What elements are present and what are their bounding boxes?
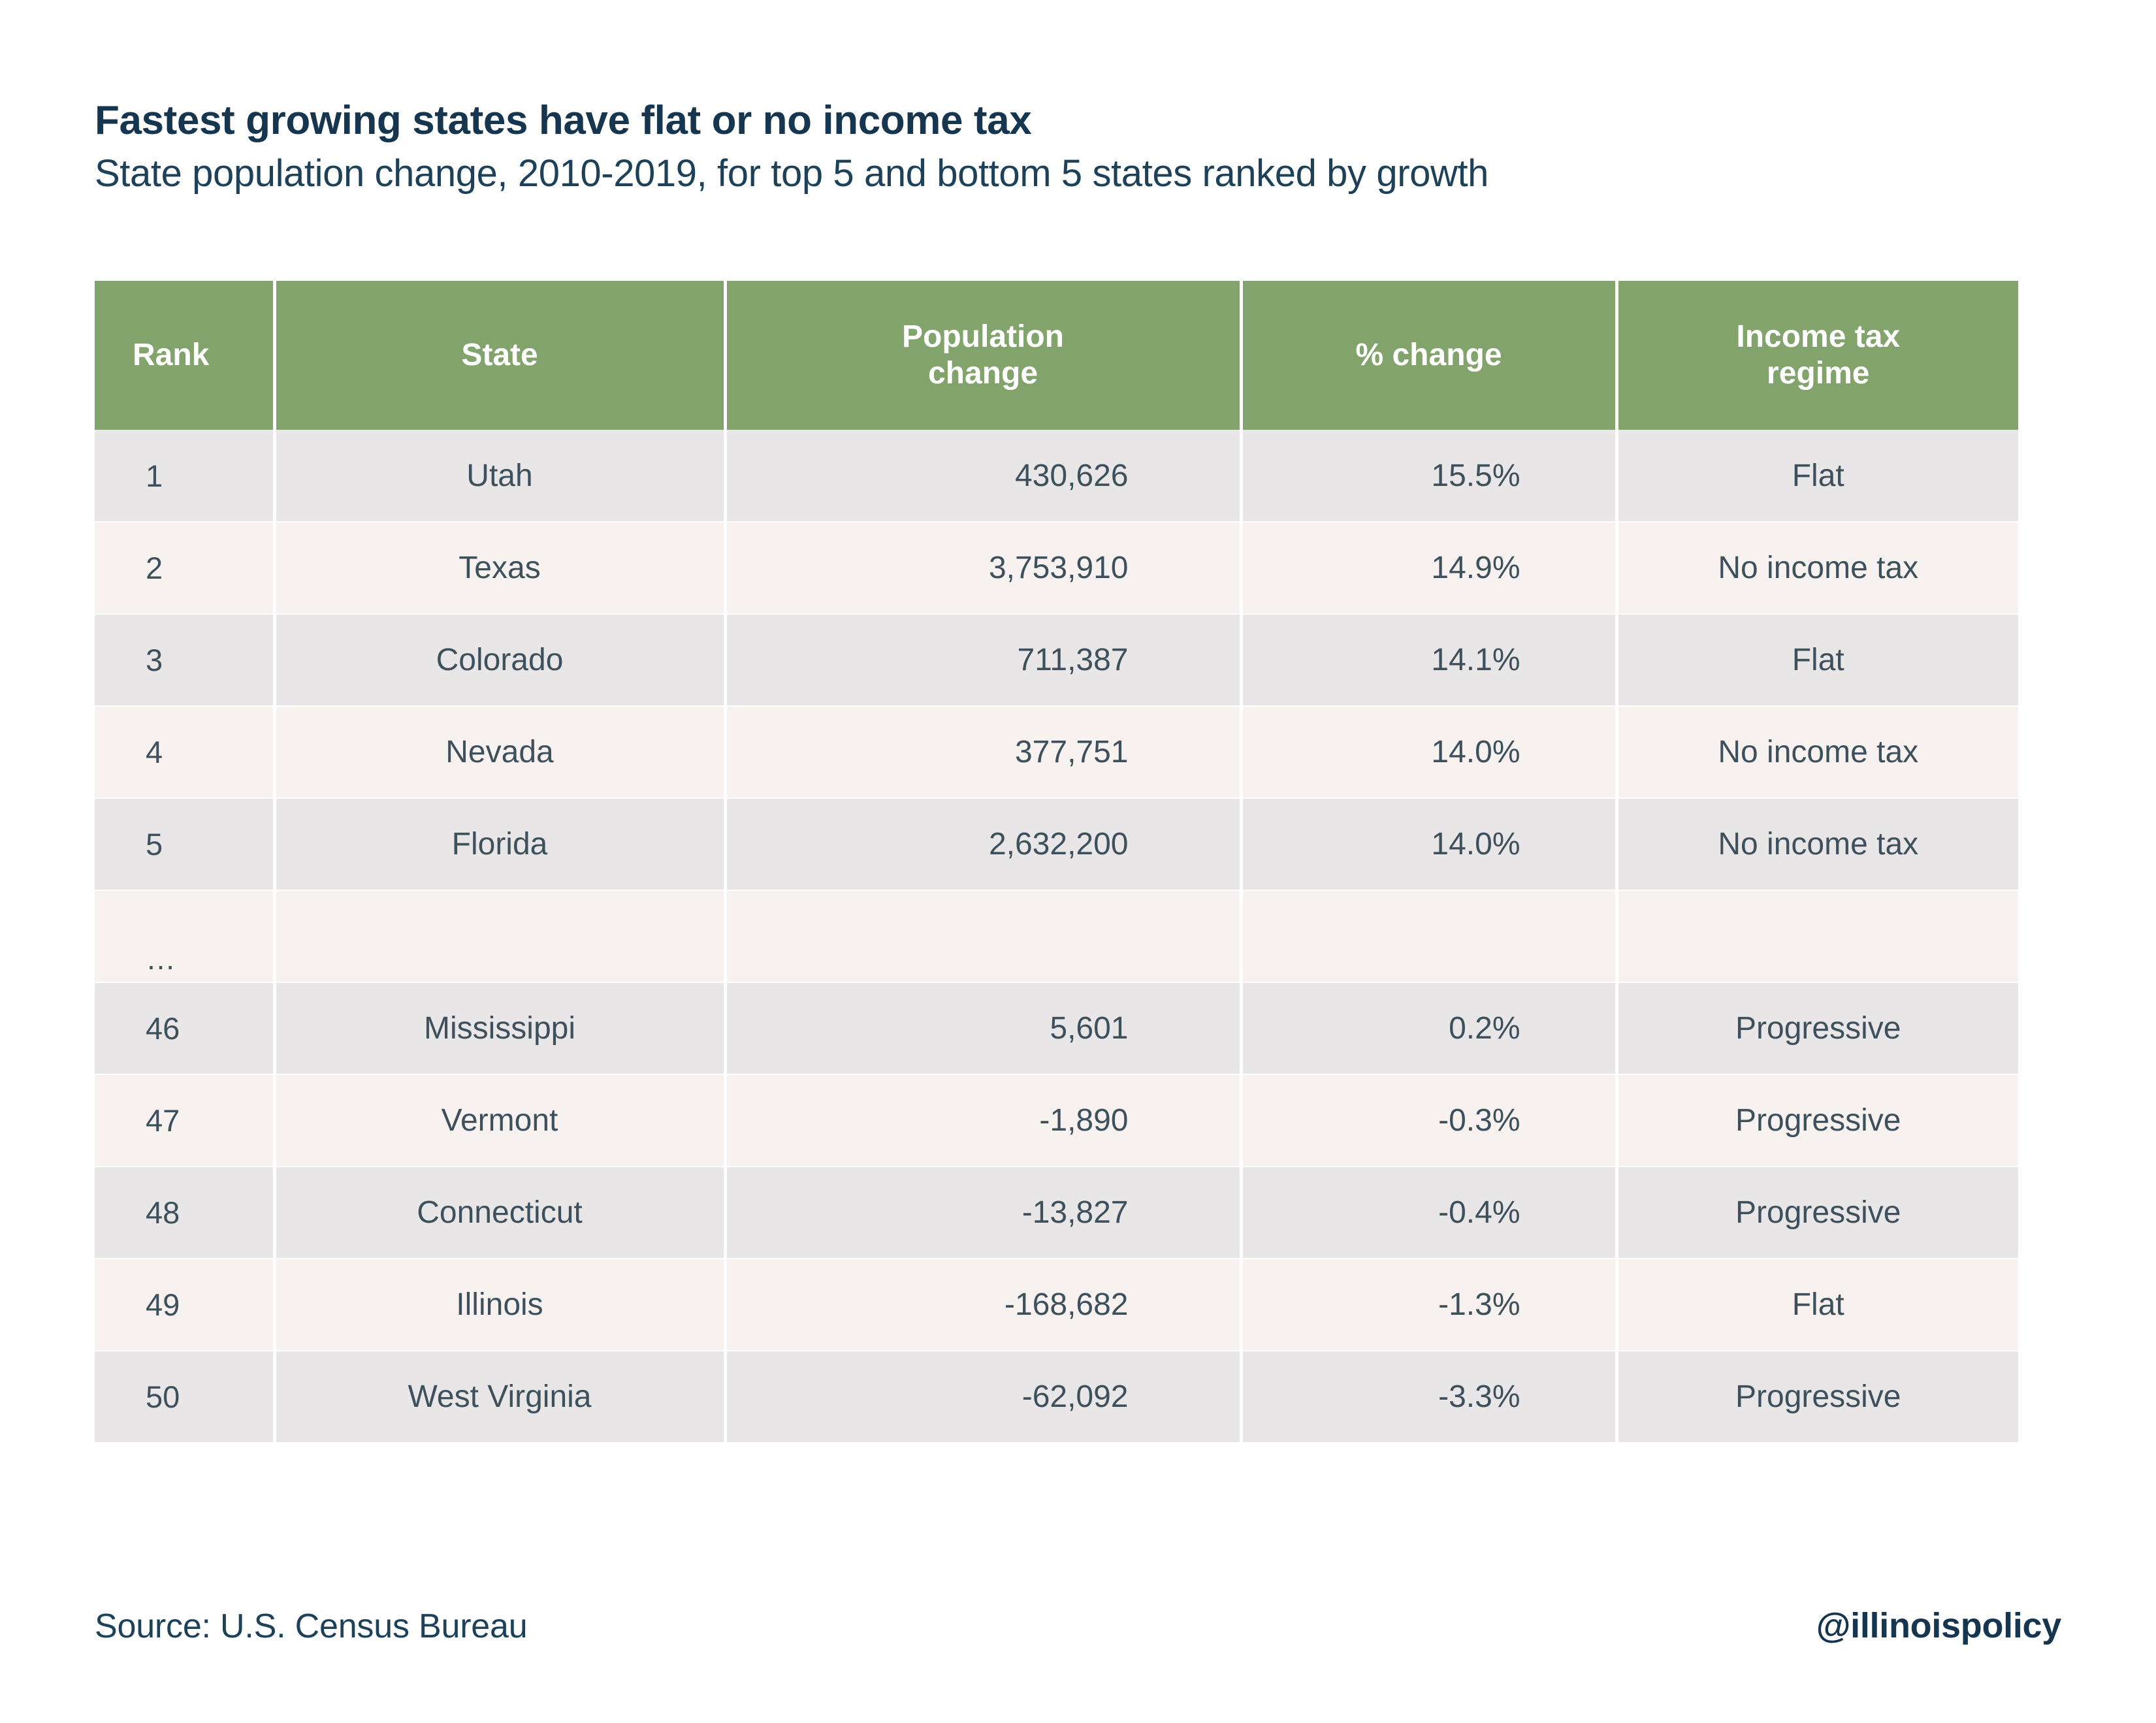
cell-income-tax-regime: Flat xyxy=(1617,430,2018,523)
page-title: Fastest growing states have flat or no i… xyxy=(95,98,1032,143)
cell-state: Connecticut xyxy=(274,1167,727,1260)
cell-population-change: -168,682 xyxy=(725,1259,1243,1352)
cell-income-tax-regime: Progressive xyxy=(1617,982,2018,1076)
population-change-table: Rank State Population change % change In… xyxy=(95,281,2018,1444)
cell-population-change: -62,092 xyxy=(725,1351,1243,1444)
cell-population-change: 2,632,200 xyxy=(725,798,1243,892)
cell-income-tax-regime: Flat xyxy=(1617,614,2018,707)
table-body: 1 Utah 430,626 15.5% Flat 2 Texas 3,753,910 14.9… xyxy=(95,430,2018,1444)
cell-rank: 5 xyxy=(95,798,276,892)
cell-income-tax-regime: No income tax xyxy=(1617,798,2018,892)
cell-income-tax-regime: Progressive xyxy=(1617,1351,2018,1444)
column-header-income-tax-regime-line1: Income tax xyxy=(1736,319,1901,354)
cell-rank: 46 xyxy=(95,982,276,1076)
cell-rank: 3 xyxy=(95,614,276,707)
cell-state: Vermont xyxy=(274,1074,727,1168)
cell-state: Mississippi xyxy=(274,982,727,1076)
column-header-state: State xyxy=(274,281,727,430)
cell-state: Florida xyxy=(274,798,727,892)
cell-population-change xyxy=(725,890,1243,984)
page-subtitle: State population change, 2010-2019, for … xyxy=(95,152,1489,195)
cell-rank: 49 xyxy=(95,1259,276,1352)
table-row: 47 Vermont -1,890 -0.3% Progressive xyxy=(95,1074,2018,1168)
column-header-population-change-line2: change xyxy=(927,356,1038,391)
cell-pct-change: 14.0% xyxy=(1241,798,1618,892)
cell-population-change: -13,827 xyxy=(725,1167,1243,1260)
header-block: Fastest growing states have flat or no i… xyxy=(95,0,2061,196)
cell-state: Illinois xyxy=(274,1259,727,1352)
column-header-rank: Rank xyxy=(95,281,276,430)
cell-population-change: 377,751 xyxy=(725,706,1243,799)
cell-pct-change: -0.3% xyxy=(1241,1074,1618,1168)
cell-state: Colorado xyxy=(274,614,727,707)
cell-income-tax-regime: Progressive xyxy=(1617,1074,2018,1168)
table-row: 49 Illinois -168,682 -1.3% Flat xyxy=(95,1259,2018,1352)
table-header: Rank State Population change % change In… xyxy=(95,281,2018,430)
table-row: 5 Florida 2,632,200 14.0% No income tax xyxy=(95,798,2018,892)
cell-pct-change: 14.0% xyxy=(1241,706,1618,799)
cell-rank: … xyxy=(95,890,276,984)
cell-population-change: -1,890 xyxy=(725,1074,1243,1168)
cell-rank: 48 xyxy=(95,1167,276,1260)
table-row: 1 Utah 430,626 15.5% Flat xyxy=(95,430,2018,523)
cell-state: West Virginia xyxy=(274,1351,727,1444)
cell-rank: 47 xyxy=(95,1074,276,1168)
cell-income-tax-regime: No income tax xyxy=(1617,522,2018,615)
source-note: Source: U.S. Census Bureau xyxy=(95,1607,528,1645)
cell-population-change: 711,387 xyxy=(725,614,1243,707)
table-row: 46 Mississippi 5,601 0.2% Progressive xyxy=(95,982,2018,1076)
cell-pct-change: 14.9% xyxy=(1241,522,1618,615)
cell-pct-change: 0.2% xyxy=(1241,982,1618,1076)
cell-pct-change: -3.3% xyxy=(1241,1351,1618,1444)
footer: Source: U.S. Census Bureau @illinoispoli… xyxy=(95,1605,2061,1646)
cell-pct-change: -0.4% xyxy=(1241,1167,1618,1260)
table-row: 48 Connecticut -13,827 -0.4% Progressive xyxy=(95,1167,2018,1260)
table-header-row: Rank State Population change % change In… xyxy=(95,281,2018,430)
cell-population-change: 3,753,910 xyxy=(725,522,1243,615)
column-header-pct-change: % change xyxy=(1241,281,1618,430)
table-row: 50 West Virginia -62,092 -3.3% Progressive xyxy=(95,1351,2018,1444)
cell-income-tax-regime: No income tax xyxy=(1617,706,2018,799)
cell-rank: 4 xyxy=(95,706,276,799)
column-header-population-change: Population change xyxy=(725,281,1243,430)
cell-state: Texas xyxy=(274,522,727,615)
column-header-income-tax-regime: Income tax regime xyxy=(1617,281,2018,430)
cell-rank: 2 xyxy=(95,522,276,615)
cell-pct-change xyxy=(1241,890,1618,984)
table-row: 3 Colorado 711,387 14.1% Flat xyxy=(95,614,2018,707)
table-row-ellipsis: … xyxy=(95,890,2018,984)
cell-state: Nevada xyxy=(274,706,727,799)
table-row: 4 Nevada 377,751 14.0% No income tax xyxy=(95,706,2018,799)
cell-income-tax-regime: Progressive xyxy=(1617,1167,2018,1260)
cell-population-change: 430,626 xyxy=(725,430,1243,523)
cell-rank: 1 xyxy=(95,430,276,523)
column-header-population-change-line1: Population xyxy=(902,319,1064,354)
table-container: Rank State Population change % change In… xyxy=(95,281,2018,1444)
cell-state xyxy=(274,890,727,984)
table-row: 2 Texas 3,753,910 14.9% No income tax xyxy=(95,522,2018,615)
cell-rank: 50 xyxy=(95,1351,276,1444)
cell-pct-change: 15.5% xyxy=(1241,430,1618,523)
cell-income-tax-regime xyxy=(1617,890,2018,984)
cell-income-tax-regime: Flat xyxy=(1617,1259,2018,1352)
cell-state: Utah xyxy=(274,430,727,523)
cell-pct-change: -1.3% xyxy=(1241,1259,1618,1352)
social-handle: @illinoispolicy xyxy=(1816,1606,2062,1645)
column-header-income-tax-regime-line2: regime xyxy=(1767,356,1870,391)
cell-population-change: 5,601 xyxy=(725,982,1243,1076)
cell-pct-change: 14.1% xyxy=(1241,614,1618,707)
